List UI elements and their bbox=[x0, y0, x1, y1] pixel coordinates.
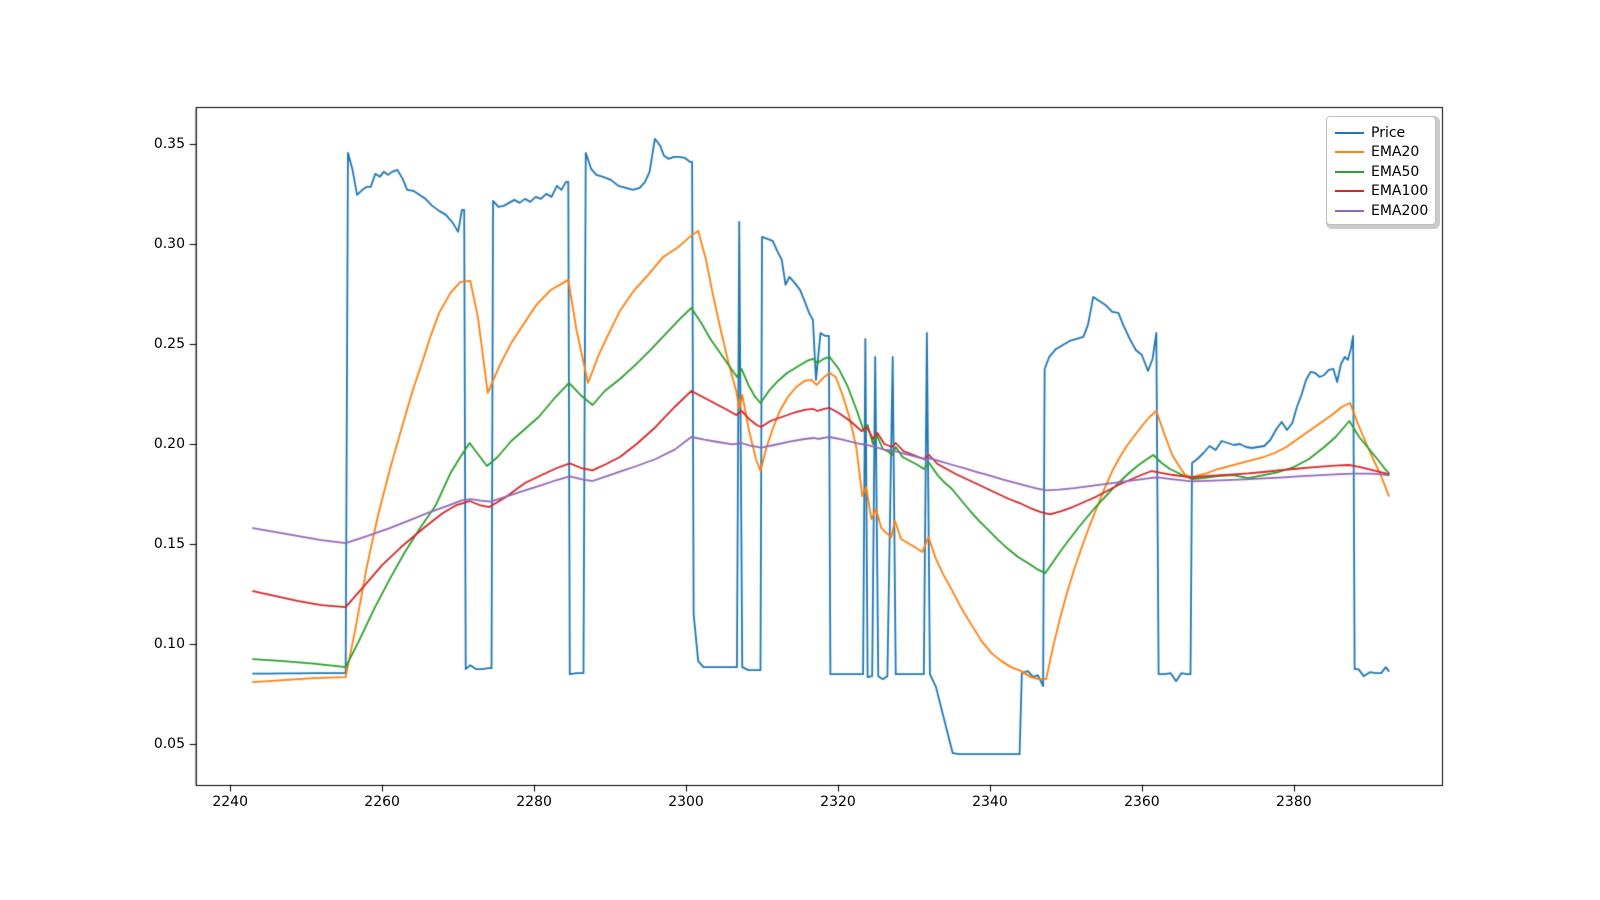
legend: Price EMA20 EMA50 EMA100 EMA200 bbox=[1326, 116, 1436, 225]
x-tick-label: 2280 bbox=[516, 794, 552, 810]
legend-entry: EMA100 bbox=[1335, 182, 1429, 202]
y-tick-label: 0.15 bbox=[153, 536, 185, 553]
legend-entry: EMA200 bbox=[1335, 201, 1429, 221]
y-tick-label: 0.05 bbox=[153, 736, 185, 753]
x-tick-label: 2240 bbox=[212, 794, 249, 810]
x-tick-label: 2340 bbox=[972, 794, 1008, 810]
legend-entry: EMA20 bbox=[1335, 143, 1427, 163]
y-tick-label: 0.30 bbox=[153, 235, 185, 252]
legend-label: EMA50 bbox=[1371, 163, 1420, 180]
legend-line-sample bbox=[1335, 170, 1364, 173]
legend-line-sample bbox=[1335, 209, 1364, 212]
y-tick-label: 0.20 bbox=[153, 435, 185, 452]
y-tick-label: 0.10 bbox=[153, 636, 185, 653]
x-tick-label: 2320 bbox=[820, 794, 856, 810]
legend-entry: Price bbox=[1335, 123, 1427, 143]
legend-line-sample bbox=[1335, 151, 1364, 154]
x-tick-label: 2300 bbox=[668, 794, 704, 810]
legend-entry: EMA50 bbox=[1335, 162, 1427, 182]
x-tick-label: 2260 bbox=[364, 794, 400, 810]
legend-line-sample bbox=[1335, 190, 1364, 193]
y-tick-label: 0.25 bbox=[153, 335, 185, 352]
legend-label: EMA100 bbox=[1371, 183, 1429, 200]
legend-label: EMA200 bbox=[1371, 202, 1429, 219]
x-tick-label: 2380 bbox=[1276, 794, 1312, 810]
legend-label: EMA20 bbox=[1371, 144, 1420, 161]
x-tick-label: 2360 bbox=[1124, 794, 1160, 810]
legend-label: Price bbox=[1371, 124, 1406, 141]
y-tick-label: 0.35 bbox=[153, 135, 185, 152]
legend-line-sample bbox=[1335, 131, 1364, 134]
